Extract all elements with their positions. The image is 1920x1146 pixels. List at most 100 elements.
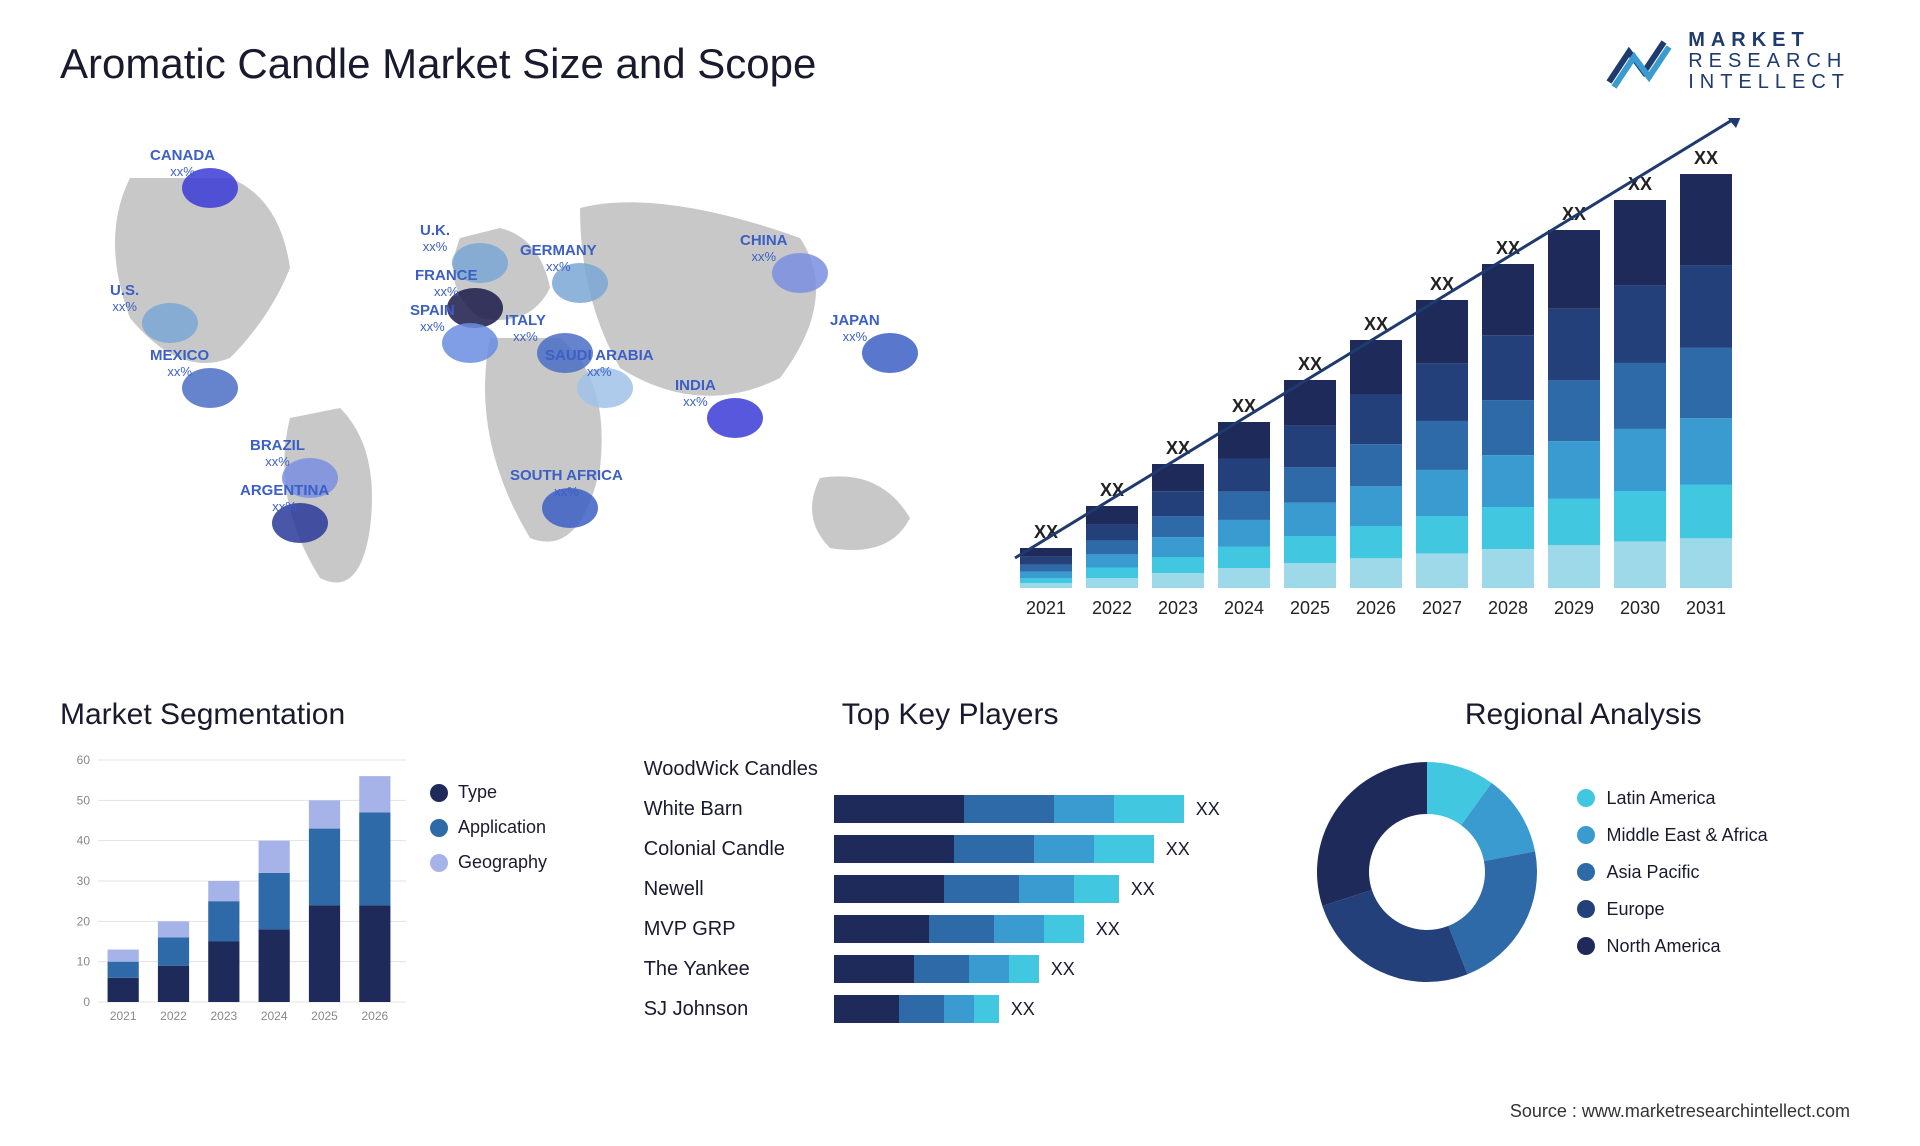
svg-text:2022: 2022 xyxy=(160,1009,187,1023)
key-player-row: MVP GRPXX xyxy=(644,912,1257,946)
legend-swatch xyxy=(430,784,448,802)
legend-label: Application xyxy=(458,817,546,838)
logo-text: MARKET RESEARCH INTELLECT xyxy=(1688,30,1850,93)
key-player-label: The Yankee xyxy=(644,958,834,981)
key-player-bar xyxy=(834,795,1184,823)
legend-swatch xyxy=(1577,789,1595,807)
map-label-saudi-arabia: SAUDI ARABIAxx% xyxy=(545,348,654,379)
key-player-label: Colonial Candle xyxy=(644,838,834,861)
key-player-bar-seg xyxy=(834,795,964,823)
key-player-value: XX xyxy=(1096,919,1120,940)
key-player-bar-wrap: XX xyxy=(834,995,1257,1023)
key-player-bar-wrap: XX xyxy=(834,795,1257,823)
svg-text:2026: 2026 xyxy=(1356,598,1396,618)
key-player-value: XX xyxy=(1011,999,1035,1020)
logo-line-2: RESEARCH xyxy=(1688,51,1850,72)
legend-label: Asia Pacific xyxy=(1607,862,1700,883)
svg-text:2023: 2023 xyxy=(210,1009,237,1023)
svg-text:2022: 2022 xyxy=(1092,598,1132,618)
key-player-bar-seg xyxy=(1074,875,1119,903)
key-player-bar xyxy=(834,875,1119,903)
svg-text:2027: 2027 xyxy=(1422,598,1462,618)
world-map: CANADAxx%U.S.xx%MEXICOxx%BRAZILxx%ARGENT… xyxy=(60,118,960,638)
legend-label: North America xyxy=(1607,936,1721,957)
key-player-bar-seg xyxy=(834,995,899,1023)
segmentation-legend-item: Geography xyxy=(430,852,547,873)
regional-title: Regional Analysis xyxy=(1307,698,1860,732)
regional-legend-item: Asia Pacific xyxy=(1577,862,1768,883)
svg-text:2021: 2021 xyxy=(110,1009,137,1023)
page-title: Aromatic Candle Market Size and Scope xyxy=(60,40,1860,88)
key-player-row: Colonial Candle XX xyxy=(644,832,1257,866)
key-player-bar-seg xyxy=(964,795,1054,823)
svg-text:2024: 2024 xyxy=(1224,598,1264,618)
key-player-bar-seg xyxy=(834,955,914,983)
key-player-bar-wrap: XX xyxy=(834,955,1257,983)
svg-text:30: 30 xyxy=(77,874,91,888)
svg-text:2030: 2030 xyxy=(1620,598,1660,618)
key-player-bar-seg xyxy=(834,915,929,943)
legend-label: Type xyxy=(458,782,497,803)
svg-text:2031: 2031 xyxy=(1686,598,1726,618)
svg-text:2026: 2026 xyxy=(361,1009,388,1023)
key-player-label: SJ Johnson xyxy=(644,998,834,1021)
market-size-bar-chart: XX2021XX2022XX2023XX2024XX2025XX2026XX20… xyxy=(1000,118,1860,638)
top-key-players-rows: WoodWick Candles White BarnXX Colonial Can… xyxy=(644,752,1257,1026)
legend-swatch xyxy=(1577,826,1595,844)
svg-text:XX: XX xyxy=(1496,238,1520,258)
map-label-china: CHINAxx% xyxy=(740,233,788,264)
svg-text:10: 10 xyxy=(77,955,91,969)
regional-legend-item: North America xyxy=(1577,936,1768,957)
map-label-france: FRANCExx% xyxy=(415,268,478,299)
key-player-bar-seg xyxy=(1094,835,1154,863)
svg-text:60: 60 xyxy=(77,753,91,767)
legend-label: Europe xyxy=(1607,899,1665,920)
svg-text:XX: XX xyxy=(1694,148,1718,168)
key-player-bar-seg xyxy=(834,875,944,903)
regional-donut-svg xyxy=(1307,752,1547,992)
map-label-italy: ITALYxx% xyxy=(505,313,546,344)
key-player-bar-seg xyxy=(899,995,944,1023)
regional-legend-item: Latin America xyxy=(1577,788,1768,809)
key-player-row: WoodWick Candles xyxy=(644,752,1257,786)
regional-legend-item: Europe xyxy=(1577,899,1768,920)
legend-label: Geography xyxy=(458,852,547,873)
map-label-argentina: ARGENTINAxx% xyxy=(240,483,329,514)
legend-swatch xyxy=(1577,937,1595,955)
svg-text:40: 40 xyxy=(77,834,91,848)
map-label-mexico: MEXICOxx% xyxy=(150,348,209,379)
svg-text:2023: 2023 xyxy=(1158,598,1198,618)
key-player-bar-seg xyxy=(1019,875,1074,903)
key-player-bar xyxy=(834,835,1154,863)
top-key-players-title: Top Key Players xyxy=(644,698,1257,732)
source-credit: Source : www.marketresearchintellect.com xyxy=(1510,1101,1850,1122)
logo-line-3: INTELLECT xyxy=(1688,72,1850,93)
key-player-value: XX xyxy=(1051,959,1075,980)
key-player-bar-seg xyxy=(1034,835,1094,863)
legend-swatch xyxy=(430,819,448,837)
key-player-value: XX xyxy=(1196,799,1220,820)
regional-analysis: Regional Analysis Latin AmericaMiddle Ea… xyxy=(1307,698,1860,1032)
key-player-row: White BarnXX xyxy=(644,792,1257,826)
legend-swatch xyxy=(1577,863,1595,881)
key-player-bar-seg xyxy=(954,835,1034,863)
logo-icon xyxy=(1604,32,1674,92)
regional-legend: Latin AmericaMiddle East & AfricaAsia Pa… xyxy=(1577,788,1768,957)
logo-line-1: MARKET xyxy=(1688,30,1850,51)
key-player-row: The Yankee XX xyxy=(644,952,1257,986)
map-label-germany: GERMANYxx% xyxy=(520,243,597,274)
key-player-bar-seg xyxy=(974,995,999,1023)
svg-text:20: 20 xyxy=(77,914,91,928)
key-player-bar-seg xyxy=(914,955,969,983)
key-player-bar-wrap: XX xyxy=(834,875,1257,903)
key-player-value: XX xyxy=(1166,839,1190,860)
key-player-bar xyxy=(834,915,1084,943)
key-player-bar-seg xyxy=(1114,795,1184,823)
segmentation-legend: Type Application Geography xyxy=(430,782,547,1032)
map-label-spain: SPAINxx% xyxy=(410,303,455,334)
segmentation-bar-svg: 0102030405060202120222023202420252026 xyxy=(60,752,410,1032)
map-label-brazil: BRAZILxx% xyxy=(250,438,305,469)
map-label-japan: JAPANxx% xyxy=(830,313,880,344)
key-player-bar-seg xyxy=(944,875,1019,903)
svg-text:2025: 2025 xyxy=(1290,598,1330,618)
